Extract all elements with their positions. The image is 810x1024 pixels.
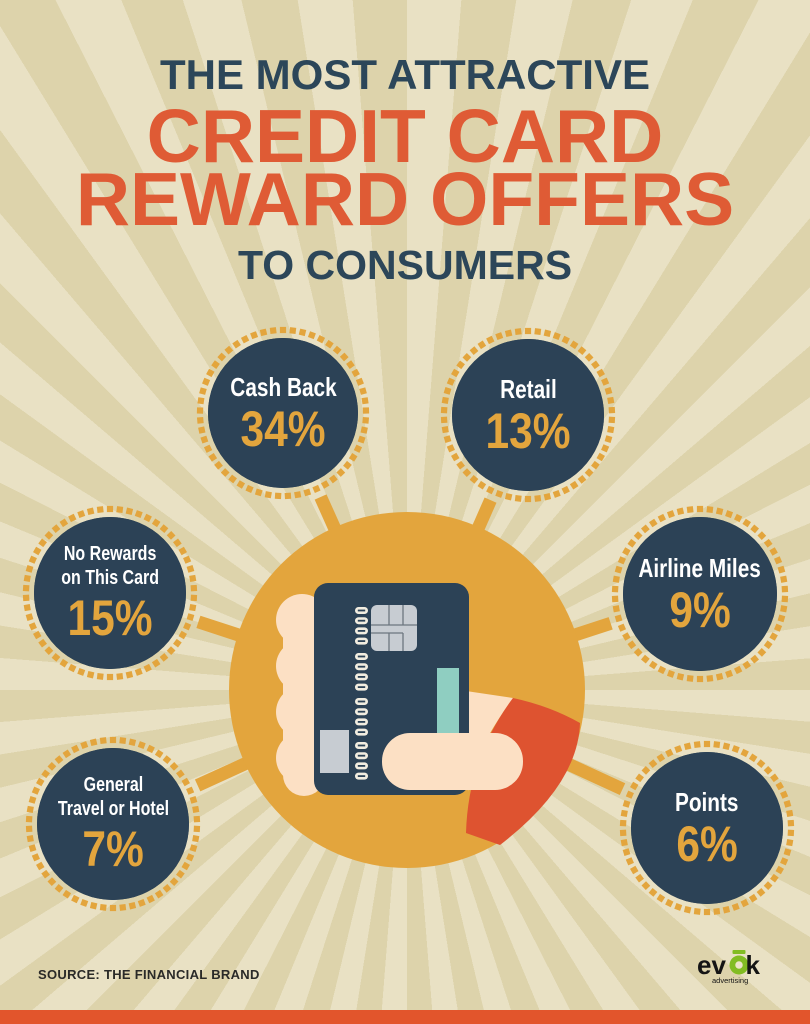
svg-text:advertising: advertising <box>712 976 748 985</box>
svg-text:k: k <box>746 950 761 980</box>
svg-text:ev: ev <box>697 950 726 980</box>
